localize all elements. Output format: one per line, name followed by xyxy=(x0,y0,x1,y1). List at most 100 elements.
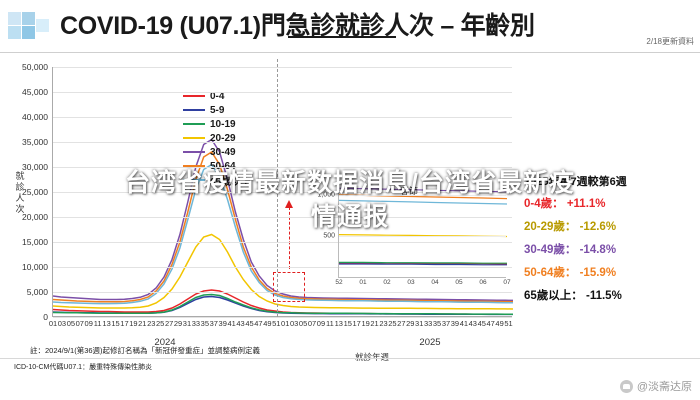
x-axis-tick: 47 xyxy=(486,319,495,328)
x-axis-tick: 03 xyxy=(289,319,299,328)
highlight-box xyxy=(273,272,305,302)
x-axis-tick: 17 xyxy=(352,319,361,328)
legend-item[interactable]: 0-4 xyxy=(183,89,251,103)
inset-x-tick: 52 xyxy=(335,279,343,286)
x-axis-tick: 01 xyxy=(48,319,58,328)
inset-x-tick: 01 xyxy=(359,279,367,286)
series-line xyxy=(53,150,513,303)
legend-color-swatch xyxy=(183,136,205,140)
x-axis-tick: 09 xyxy=(316,319,326,328)
stat-row: 30-49歲： -14.8% xyxy=(524,244,617,256)
footnote-2: ICD-10-CM代碼U07.1：嚴重特殊傳染性肺炎 xyxy=(14,364,153,371)
x-axis-tick: 05 xyxy=(298,319,308,328)
y-axis-tick: 5,000 xyxy=(26,287,48,297)
x-axis-tick: 13 xyxy=(334,319,343,328)
gridline xyxy=(53,117,512,118)
legend-label: 0-4 xyxy=(210,90,225,102)
footer-divider xyxy=(0,358,700,359)
inset-series-line xyxy=(339,261,507,264)
inset-x-tick: 04 xyxy=(431,279,439,286)
x-axis-tick: 05 xyxy=(66,319,76,328)
x-axis-tick: 03 xyxy=(57,319,67,328)
x-axis-tick: 41 xyxy=(227,319,236,328)
x-axis-tick: 33 xyxy=(191,319,201,328)
x-axis-tick: 39 xyxy=(218,319,227,328)
legend-color-swatch xyxy=(183,122,205,126)
x-axis-tick: 43 xyxy=(468,319,477,328)
watermark: @淡斋达原 xyxy=(619,378,692,394)
inset-x-tick: 07 xyxy=(503,279,511,286)
inset-series-line xyxy=(339,234,507,238)
x-axis-tick: 23 xyxy=(147,319,156,328)
header-decoration-blocks xyxy=(8,12,56,39)
legend-item[interactable]: 30-49 xyxy=(183,145,251,159)
y-axis-tick: 45,000 xyxy=(22,87,48,97)
footnote-1: 註：2024/9/1(第36週)起修訂名稱為「新冠併發重症」並調整病例定義 xyxy=(30,346,261,355)
gridline xyxy=(53,167,512,168)
legend-item[interactable]: 10-19 xyxy=(183,117,251,131)
gridline xyxy=(53,292,512,293)
x-axis-tick: 37 xyxy=(209,319,218,328)
gridline xyxy=(53,317,512,318)
x-axis-tick: 41 xyxy=(459,319,469,328)
x-axis-tick: 09 xyxy=(84,319,93,328)
x-axis-tick: 47 xyxy=(254,319,263,328)
legend-item[interactable]: 20-29 xyxy=(183,131,251,145)
legend-label: 50-64 xyxy=(210,160,236,172)
x-axis-tick: 15 xyxy=(343,319,352,328)
chart-plot-area: 0-4 5-9 10-19 20-29 30-49 50-64 65歲以上 0 5,000 10… xyxy=(22,59,513,328)
x-axis-tick: 35 xyxy=(200,319,210,328)
legend-item[interactable]: 65歲以上 xyxy=(183,173,251,188)
gridline xyxy=(53,92,512,93)
gridline xyxy=(53,217,512,218)
legend-color-swatch xyxy=(183,178,205,182)
x-axis-tick: 51 xyxy=(272,319,281,328)
x-axis-tick: 35 xyxy=(432,319,442,328)
series-line xyxy=(53,138,513,302)
x-axis-label: 就診年週 xyxy=(355,352,390,362)
y-axis-tick: 50,000 xyxy=(22,62,48,72)
gridline xyxy=(53,242,512,243)
y-axis-tick: 40,000 xyxy=(22,112,48,122)
stat-row: 50-64歲： -15.9% xyxy=(524,267,617,279)
y-axis-tick: 0 xyxy=(43,312,48,322)
gridline xyxy=(53,267,512,268)
x-axis-tick: 49 xyxy=(495,319,504,328)
x-axis-tick: 01 xyxy=(281,319,290,328)
legend-label: 20-29 xyxy=(210,132,236,144)
stat-row: 0-4歲： +11.1% xyxy=(524,198,606,210)
gridline xyxy=(53,142,512,143)
y-axis-tick: 10,000 xyxy=(22,262,48,272)
x-axis-tick: 31 xyxy=(415,319,424,328)
page-header: COVID-19 (U07.1)門急診就診人次 – 年齡別 2/18更新資料 xyxy=(0,0,700,52)
inset-y-tick: 1,000 xyxy=(317,191,335,199)
y-axis-label: 就診人次 xyxy=(15,171,25,214)
x-axis-tick: 13 xyxy=(102,319,111,328)
inset-x-tick: 05 xyxy=(455,279,463,286)
legend-item[interactable]: 5-9 xyxy=(183,103,251,117)
x-axis-tick: 21 xyxy=(370,319,379,328)
legend-color-swatch xyxy=(183,108,205,112)
series-line xyxy=(53,233,513,310)
inset-x-tick: 02 xyxy=(383,279,391,286)
update-note: 2/18更新資料 xyxy=(646,37,694,46)
x-axis-tick: 49 xyxy=(263,319,272,328)
inset-x-tick: 06 xyxy=(479,279,487,286)
x-axis-tick: 11 xyxy=(325,319,334,328)
legend-label: 10-19 xyxy=(210,118,236,130)
x-axis-tick: 43 xyxy=(236,319,245,328)
x-axis-tick: 23 xyxy=(379,319,388,328)
stat-row: 65歲以上： -11.5% xyxy=(524,290,622,302)
gridline xyxy=(53,192,512,193)
year-separator xyxy=(277,59,278,317)
year-label-2024: 2024 xyxy=(154,337,176,348)
inset-series-line xyxy=(339,199,507,205)
legend-color-swatch xyxy=(183,150,205,154)
x-axis-tick: 17 xyxy=(120,319,129,328)
watermark-text: @淡斋达原 xyxy=(636,381,692,393)
x-axis-tick: 07 xyxy=(307,319,317,328)
legend-item[interactable]: 50-64 xyxy=(183,159,251,173)
main-chart-panel: 就診人次 0-4 5-9 10-19 20-29 30-49 50-64 65歲以上 0 5,… xyxy=(0,53,700,362)
x-axis-tick: 45 xyxy=(477,319,486,328)
watermark-logo-icon xyxy=(619,379,633,393)
